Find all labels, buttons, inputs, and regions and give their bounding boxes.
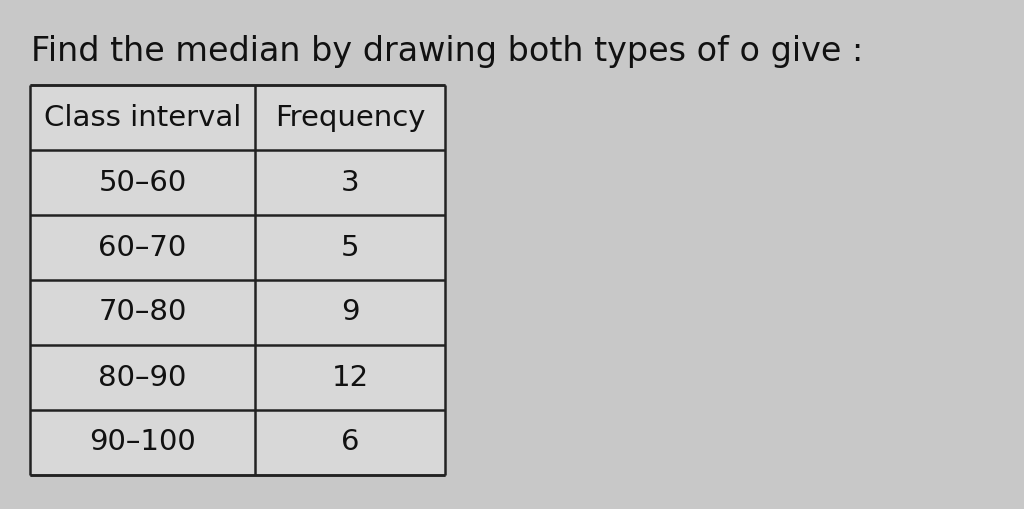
Text: 60–70: 60–70 <box>98 234 186 262</box>
Text: Frequency: Frequency <box>274 103 425 131</box>
Text: 50–60: 50–60 <box>98 168 186 196</box>
Text: Class interval: Class interval <box>44 103 242 131</box>
Text: 90–100: 90–100 <box>89 429 196 457</box>
Text: 12: 12 <box>332 363 369 391</box>
Text: 9: 9 <box>341 298 359 326</box>
Text: 6: 6 <box>341 429 359 457</box>
Text: 80–90: 80–90 <box>98 363 186 391</box>
Text: Find the median by drawing both types of o give :: Find the median by drawing both types of… <box>31 35 863 68</box>
Text: 3: 3 <box>341 168 359 196</box>
Text: 70–80: 70–80 <box>98 298 186 326</box>
Text: 5: 5 <box>341 234 359 262</box>
Bar <box>30 85 445 475</box>
